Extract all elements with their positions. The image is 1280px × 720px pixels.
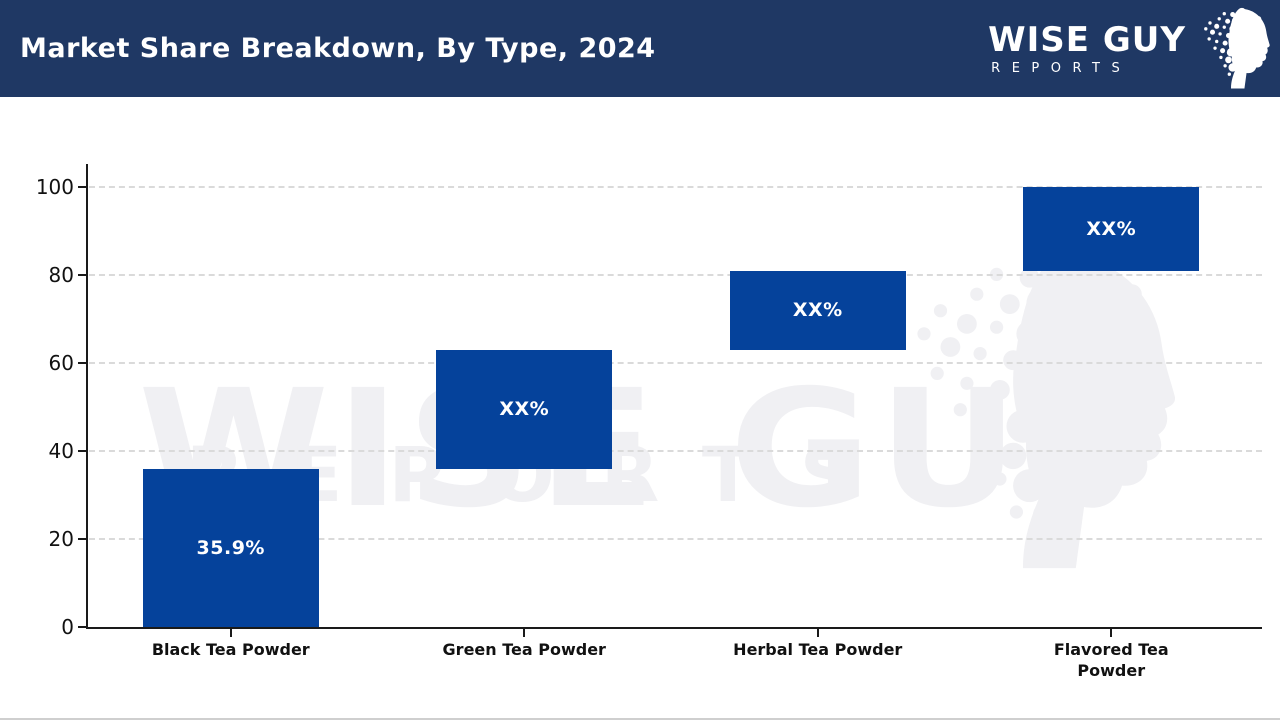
y-tick-label-80: 80 xyxy=(48,263,74,287)
x-tick-herbal-tea-powder xyxy=(816,629,819,637)
chart-title: Market Share Breakdown, By Type, 2024 xyxy=(20,33,656,64)
logo-head-icon xyxy=(1188,7,1274,91)
y-tick-60 xyxy=(78,362,87,364)
gridline-60 xyxy=(89,362,1262,364)
gridline-40 xyxy=(89,450,1262,452)
y-tick-20 xyxy=(78,538,87,540)
y-tick-0 xyxy=(78,626,87,628)
bar-value-label-green-tea-powder: XX% xyxy=(499,398,550,421)
y-tick-label-100: 100 xyxy=(35,175,74,199)
x-tick-label-black-tea-powder: Black Tea Powder xyxy=(151,640,310,659)
x-tick-label-green-tea-powder: Green Tea Powder xyxy=(442,640,606,659)
x-tick-label-herbal-tea-powder: Herbal Tea Powder xyxy=(733,640,903,659)
logo-subtitle: REPORTS xyxy=(991,60,1132,76)
bottom-border xyxy=(0,718,1280,720)
x-tick-flavored-tea-powder xyxy=(1110,629,1113,637)
bar-value-label-black-tea-powder: 35.9% xyxy=(196,537,265,559)
gridline-20 xyxy=(89,538,1262,540)
gridline-80 xyxy=(89,274,1262,276)
logo-wordmark: WISE GUY xyxy=(988,19,1186,60)
y-tick-80 xyxy=(78,274,87,276)
y-tick-label-40: 40 xyxy=(48,439,74,463)
x-axis-line xyxy=(86,627,1262,629)
x-tick-black-tea-powder xyxy=(229,629,232,637)
logo-text: WISE GUY REPORTS xyxy=(988,23,1186,76)
header-bar: Market Share Breakdown, By Type, 2024 WI… xyxy=(0,0,1280,97)
y-axis-line xyxy=(86,164,88,629)
y-tick-100 xyxy=(78,186,87,188)
x-tick-green-tea-powder xyxy=(523,629,526,637)
y-tick-label-60: 60 xyxy=(48,351,74,375)
bar-value-label-herbal-tea-powder: XX% xyxy=(792,299,843,322)
bar-green-tea-powder: XX% xyxy=(436,349,613,470)
bar-value-label-flavored-tea-powder: XX% xyxy=(1086,217,1137,240)
gridline-100 xyxy=(89,186,1262,188)
x-tick-label-flavored-tea-powder: Flavored Tea Powder xyxy=(1053,640,1169,680)
y-tick-40 xyxy=(78,450,87,452)
wise-guy-logo: WISE GUY REPORTS xyxy=(988,6,1274,92)
y-tick-label-0: 0 xyxy=(61,615,74,639)
bar-flavored-tea-powder: XX% xyxy=(1023,187,1200,271)
y-tick-label-20: 20 xyxy=(48,527,74,551)
bar-herbal-tea-powder: XX% xyxy=(729,270,906,350)
bar-black-tea-powder: 35.9% xyxy=(142,469,319,627)
